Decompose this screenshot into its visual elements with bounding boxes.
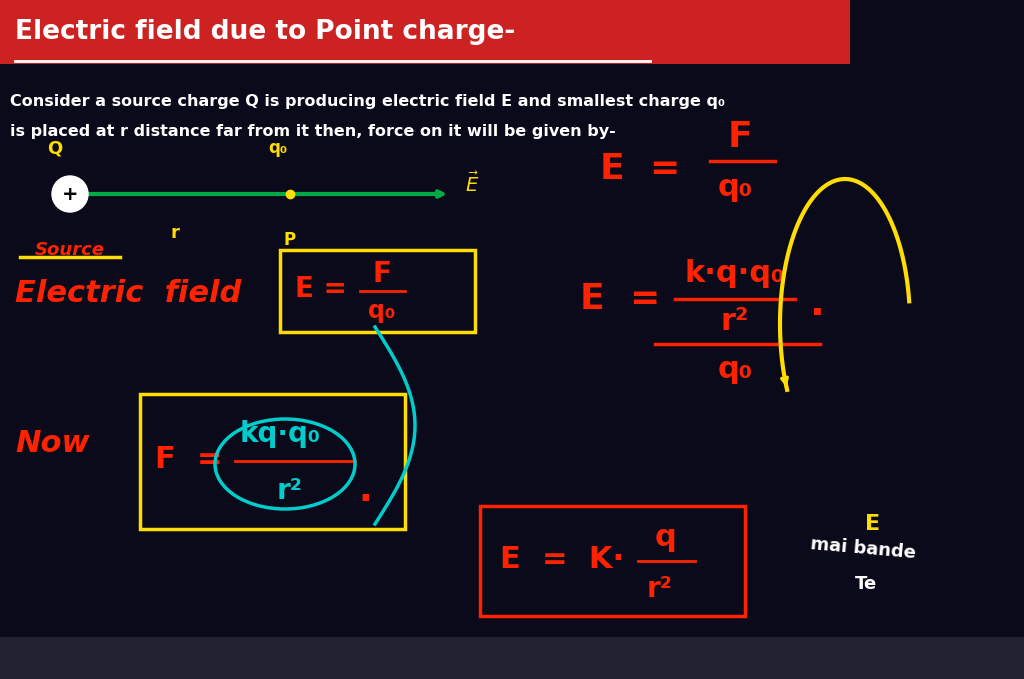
Text: Electric field due to Point charge-: Electric field due to Point charge- xyxy=(15,19,515,45)
Text: k·q·q₀: k·q·q₀ xyxy=(685,259,785,289)
Text: Electric  field: Electric field xyxy=(15,280,242,308)
FancyBboxPatch shape xyxy=(0,637,1024,679)
Text: q₀: q₀ xyxy=(718,354,753,384)
Text: P: P xyxy=(284,231,296,249)
Text: mai bande: mai bande xyxy=(810,536,916,563)
Text: E =: E = xyxy=(295,275,347,303)
Text: E: E xyxy=(865,514,880,534)
Text: .: . xyxy=(358,474,372,508)
Text: r²: r² xyxy=(278,477,303,505)
Text: is placed at r distance far from it then, force on it will be given by-: is placed at r distance far from it then… xyxy=(10,124,615,139)
Text: +: + xyxy=(61,185,78,204)
Text: F: F xyxy=(728,120,753,154)
Text: .: . xyxy=(810,285,825,323)
Text: r: r xyxy=(171,224,179,242)
Circle shape xyxy=(52,176,88,212)
Text: Source: Source xyxy=(35,241,105,259)
Text: q: q xyxy=(654,523,676,551)
FancyBboxPatch shape xyxy=(0,0,850,64)
Text: kq·q₀: kq·q₀ xyxy=(240,420,321,448)
Text: F  =: F = xyxy=(155,445,222,473)
Text: r²: r² xyxy=(721,306,750,335)
Text: r²: r² xyxy=(647,575,673,603)
Text: Consider a source charge Q is producing electric field E and smallest charge q₀: Consider a source charge Q is producing … xyxy=(10,94,725,109)
Text: F: F xyxy=(373,260,391,288)
Text: Now: Now xyxy=(15,430,90,458)
Text: q₀: q₀ xyxy=(268,139,288,157)
Text: q₀: q₀ xyxy=(369,299,395,323)
Text: q₀: q₀ xyxy=(718,172,753,202)
Text: Te: Te xyxy=(855,575,878,593)
Text: E  =  K·: E = K· xyxy=(500,545,624,574)
Text: $\vec{E}$: $\vec{E}$ xyxy=(465,172,479,196)
Text: E  =: E = xyxy=(600,152,680,186)
Text: E  =: E = xyxy=(580,282,660,316)
Text: Q: Q xyxy=(47,139,62,157)
